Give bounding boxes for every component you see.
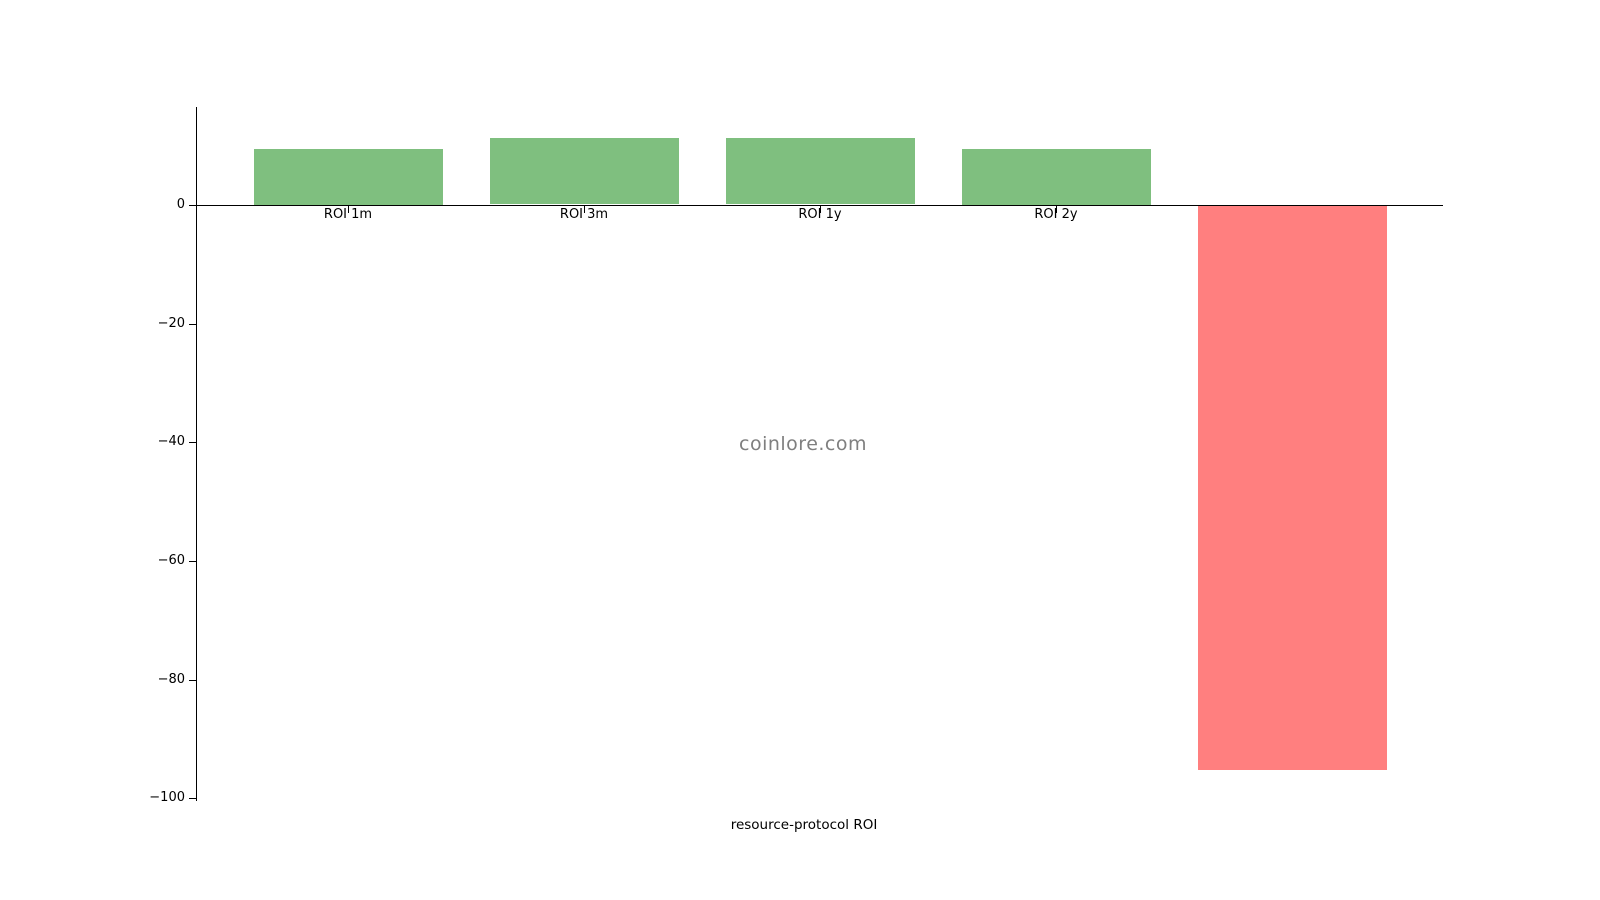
- x-tick-mark: [1056, 205, 1057, 213]
- x-tick-label: ROI 1y: [798, 207, 842, 222]
- chart-bar: [254, 149, 443, 205]
- chart-bar: [726, 138, 915, 204]
- y-tick-label: 0: [176, 197, 185, 212]
- x-tick-label: ROI 1m: [323, 207, 373, 222]
- y-tick-mark: [189, 561, 196, 562]
- y-tick-mark: [189, 324, 196, 325]
- chart-bar: [1198, 206, 1387, 770]
- y-tick-mark: [189, 798, 196, 799]
- y-axis-line: [196, 107, 197, 801]
- x-tick-mark: [348, 205, 349, 213]
- y-tick-label: −100: [149, 790, 185, 805]
- y-tick-label: −20: [157, 316, 185, 331]
- y-tick-label: −40: [157, 434, 185, 449]
- chart-bar: [490, 138, 679, 204]
- x-tick-label: ROI 3m: [559, 207, 609, 222]
- x-axis-title: resource-protocol ROI: [730, 817, 878, 833]
- x-tick-mark: [584, 205, 585, 213]
- y-tick-mark: [189, 680, 196, 681]
- x-tick-mark: [820, 205, 821, 213]
- y-tick-mark: [189, 442, 196, 443]
- y-tick-mark: [189, 205, 196, 206]
- y-tick-label: −80: [157, 672, 185, 687]
- y-tick-label: −60: [157, 553, 185, 568]
- x-tick-label: ROI 2y: [1034, 207, 1078, 222]
- chart-bar: [962, 149, 1151, 205]
- watermark: coinlore.com: [739, 433, 867, 455]
